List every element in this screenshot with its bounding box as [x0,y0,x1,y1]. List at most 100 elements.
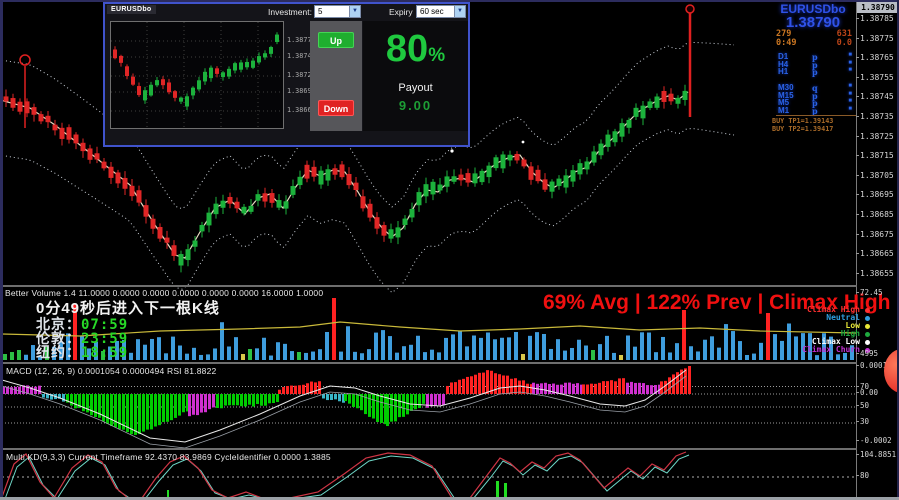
investment-value: 5 [318,7,323,16]
price-axis-label: 1.38755 [856,72,894,82]
window-frame-left [0,0,3,500]
timeframe-label: M30 [778,83,794,92]
legend-item: Neutral [760,314,870,322]
kd-axis-label: 80 [855,471,870,480]
down-button[interactable]: Down [318,100,354,116]
stat-spread: 0.0 [836,38,852,48]
price-axis-label: 1.38725 [856,131,894,141]
price-axis-label: 1.38705 [856,170,894,180]
volume-axis-label: 72.45 [856,288,883,297]
candle-countdown-text: 0分49秒后进入下一根K线 [36,300,220,317]
payout-value: 9.00 [398,98,433,113]
session-clock-row: 伦敦：23:59 [36,331,220,347]
dialog-titlebar[interactable]: EURUSDbo Investment: 5 ▼ Expiry 60 sec ▼ [105,4,468,19]
legend-label: Neutral [826,313,860,322]
timeframe-label: H1 [778,67,789,76]
chevron-down-icon[interactable]: ▼ [349,6,360,17]
symbol-name: EURUSDbo [780,2,846,16]
signal-arrow: p [812,90,818,101]
timeframe-label: D1 [778,52,789,61]
macd-panel-header: MACD (12, 26, 9) 0.0001054 0.0000494 RSI… [6,366,217,376]
payout-percent: 80% [385,28,446,70]
price-axis-label: 1.38785 [856,14,894,23]
legend-dot-icon [865,307,870,313]
session-clock-row: 纽约：18:59 [36,345,220,360]
signal-square-icon: ■ [848,67,852,73]
panel-divider[interactable] [0,362,857,364]
timeframe-row: H4 p ■ [778,59,852,70]
price-axis-label: 1.38735 [856,112,894,121]
panel-divider[interactable] [0,448,857,450]
price-axis-label: 1.38775 [856,33,894,43]
chevron-down-icon[interactable]: ▼ [454,6,465,17]
legend-label: Climax Churn [802,345,860,354]
volume-alert-text: 69% Avg | 122% Prev | Climax High [543,291,891,314]
window-frame-top [0,0,899,2]
buy-tp1-text: BUY TP1=1.39143 [772,117,834,125]
signal-arrow: p [812,59,818,70]
trade-dialog: EURUSDbo Investment: 5 ▼ Expiry 60 sec ▼… [103,2,470,147]
legend-dot-icon [865,331,870,337]
macd-axis-label: -0.0002 [856,436,892,445]
volume-legend: Climax High Neutral Low High Climax Low Clima… [760,306,870,354]
price-axis-label: 1.38685 [856,210,894,219]
timeframe-row: D1 p ■ [778,52,852,62]
investment-select[interactable]: 5 ▼ [314,5,361,18]
signal-arrow: p [812,67,818,77]
expiry-select[interactable]: 60 sec ▼ [416,5,466,18]
legend-item: Low [760,322,870,330]
mini-axis-label: 1.38667 [287,106,316,114]
signal-arrow: p [812,98,818,108]
stat-count: 279 [776,29,792,39]
mini-chart [110,21,284,129]
signal-square-icon: ■ [848,98,852,104]
signal-arrow: q [812,83,818,93]
legend-label: Climax Low [811,337,860,346]
price-axis-label: 1.38765 [856,53,894,63]
timeframe-label: H4 [778,59,789,69]
timeframe-row: M30 q ■ [778,83,852,93]
clock-time: 23:59 [81,331,129,347]
signal-arrow: p [812,52,818,62]
legend-item: Climax Low [760,338,870,346]
kd-panel-header: Multi KD(9,3,3) Current Timeframe 92.437… [6,452,331,462]
mini-axis-label: 1.38773 [287,36,316,44]
stat-range: 631 [836,29,852,39]
mini-chart-graphics [111,22,283,128]
session-clock-block: 0分49秒后进入下一根K线 北京：07:59 伦敦：23:59 纽约：18:59 [36,297,220,360]
payout-label: Payout [398,82,433,94]
window-frame-right [897,0,899,500]
up-button[interactable]: Up [318,32,354,48]
expiry-value: 60 sec [420,7,444,16]
price-axis-label: 1.38655 [856,268,894,278]
macd-axis-label: 70 [855,382,870,391]
mini-axis-label: 1.38747 [287,52,316,60]
dialog-title: EURUSDbo [107,5,156,14]
price-axis-label: 1.38695 [856,190,894,200]
signal-square-icon: ■ [848,90,852,97]
signal-square-icon: ■ [848,52,852,58]
current-price-tag: 1.38790 [857,2,899,13]
timeframe-label: M1 [778,105,790,115]
panel-divider[interactable] [0,285,857,287]
legend-dot-icon [865,339,870,345]
expiry-label: Expiry [389,7,413,17]
timeframe-row: M5 p ■ [778,98,852,108]
legend-label: Climax High [807,305,860,314]
clock-city: 北京： [36,316,81,332]
timeframe-row: M15 p ■ [778,90,852,101]
stat-countdown: 0:49 [776,38,797,48]
symbol-price: 1.38790 [785,14,841,31]
window-frame-bottom [0,497,899,500]
timeframe-row: H1 p ■ [778,67,852,77]
price-axis-label: 1.38745 [856,92,894,102]
timeframe-label: M15 [778,90,794,100]
kd-axis-label: 104.8851 [855,450,897,459]
mini-axis-label: 1.38693 [287,87,316,95]
legend-item: Climax High [760,306,870,314]
payout-zone: 80% Payout 9.00 [363,21,468,131]
signal-arrow: p [812,105,818,116]
legend-label: Low [845,321,860,330]
